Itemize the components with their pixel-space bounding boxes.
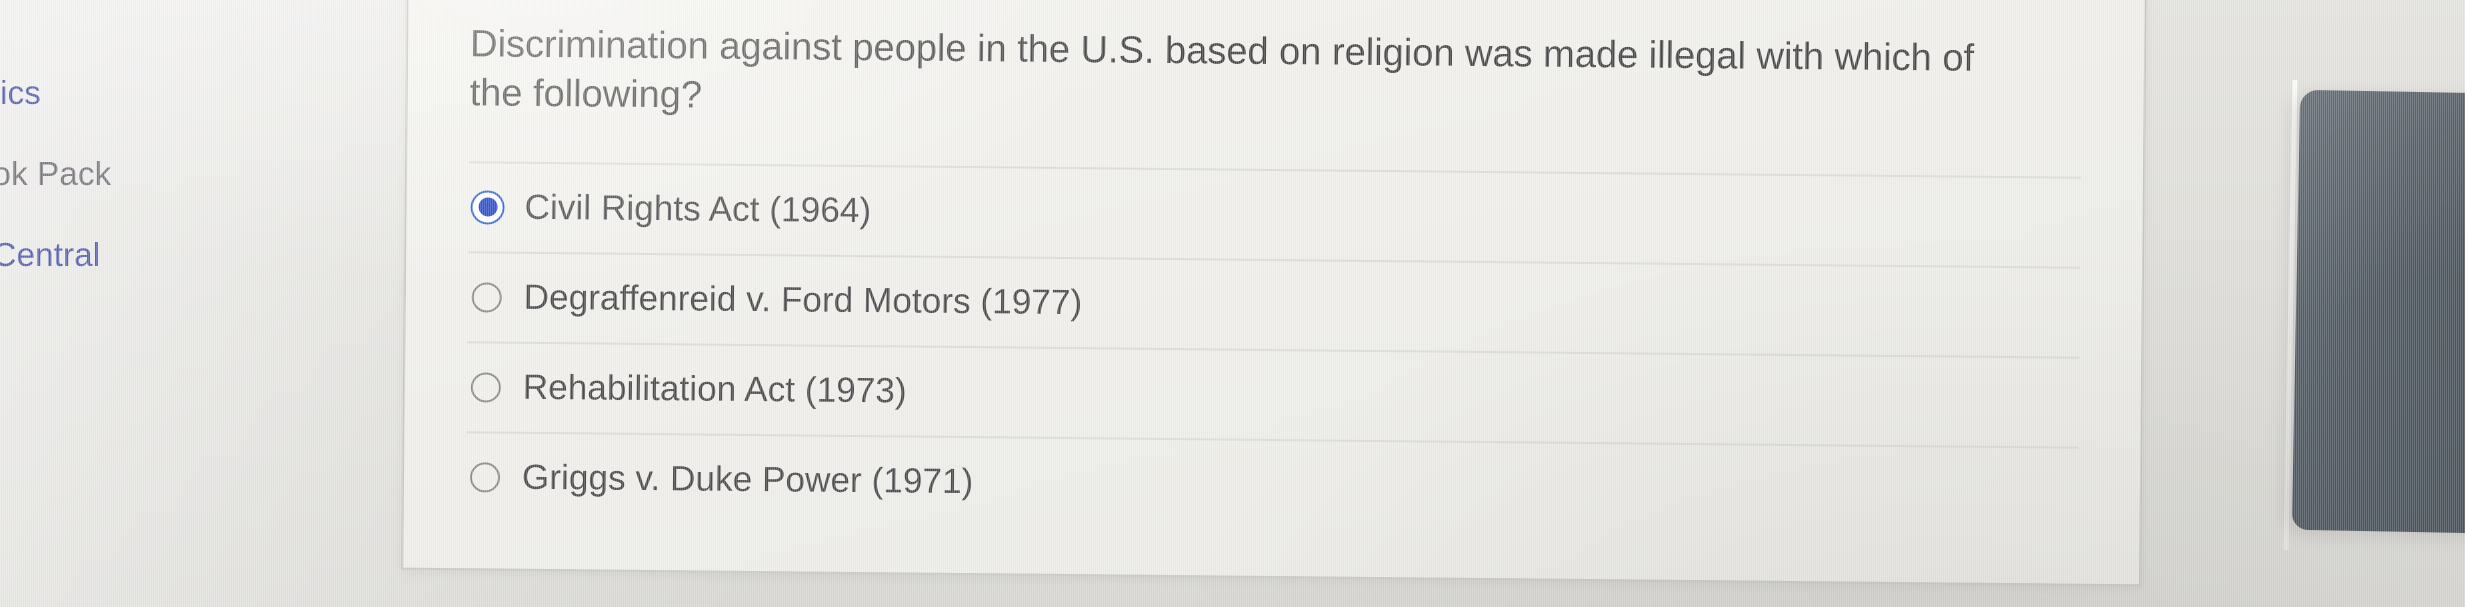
sidebar: ytics ook Pack LCentral — [0, 0, 400, 607]
answer-options-list: Civil Rights Act (1964) Degraffenreid v.… — [465, 161, 2081, 537]
sidebar-item-book-pack[interactable]: ook Pack — [0, 155, 112, 192]
answer-option-4[interactable]: Griggs v. Duke Power (1971) — [465, 431, 2079, 537]
answer-option-label: Civil Rights Act (1964) — [524, 187, 872, 230]
sidebar-item-lcentral[interactable]: LCentral — [0, 236, 101, 273]
answer-option-1[interactable]: Civil Rights Act (1964) — [468, 161, 2081, 267]
radio-button-icon[interactable] — [471, 282, 502, 313]
panel-sheen — [2291, 89, 2465, 535]
question-text: Discrimination against people in the U.S… — [469, 23, 1975, 117]
answer-option-label: Griggs v. Duke Power (1971) — [521, 457, 974, 501]
question-card: Discrimination against people in the U.S… — [401, 0, 2147, 587]
sidebar-item-analytics[interactable]: ytics — [0, 74, 41, 111]
radio-button-icon[interactable] — [469, 462, 501, 493]
card-surface: Discrimination against people in the U.S… — [401, 0, 2147, 587]
radio-button-icon[interactable] — [470, 372, 502, 403]
answer-option-label: Rehabilitation Act (1973) — [522, 367, 907, 411]
answer-option-label: Degraffenreid v. Ford Motors (1977) — [523, 277, 1083, 322]
card-content: Discrimination against people in the U.S… — [403, 0, 2145, 584]
answer-option-3[interactable]: Rehabilitation Act (1973) — [466, 341, 2080, 447]
radio-button-icon-selected[interactable] — [472, 192, 503, 223]
right-dark-panel — [2291, 89, 2465, 535]
answer-option-2[interactable]: Degraffenreid v. Ford Motors (1977) — [467, 251, 2081, 357]
